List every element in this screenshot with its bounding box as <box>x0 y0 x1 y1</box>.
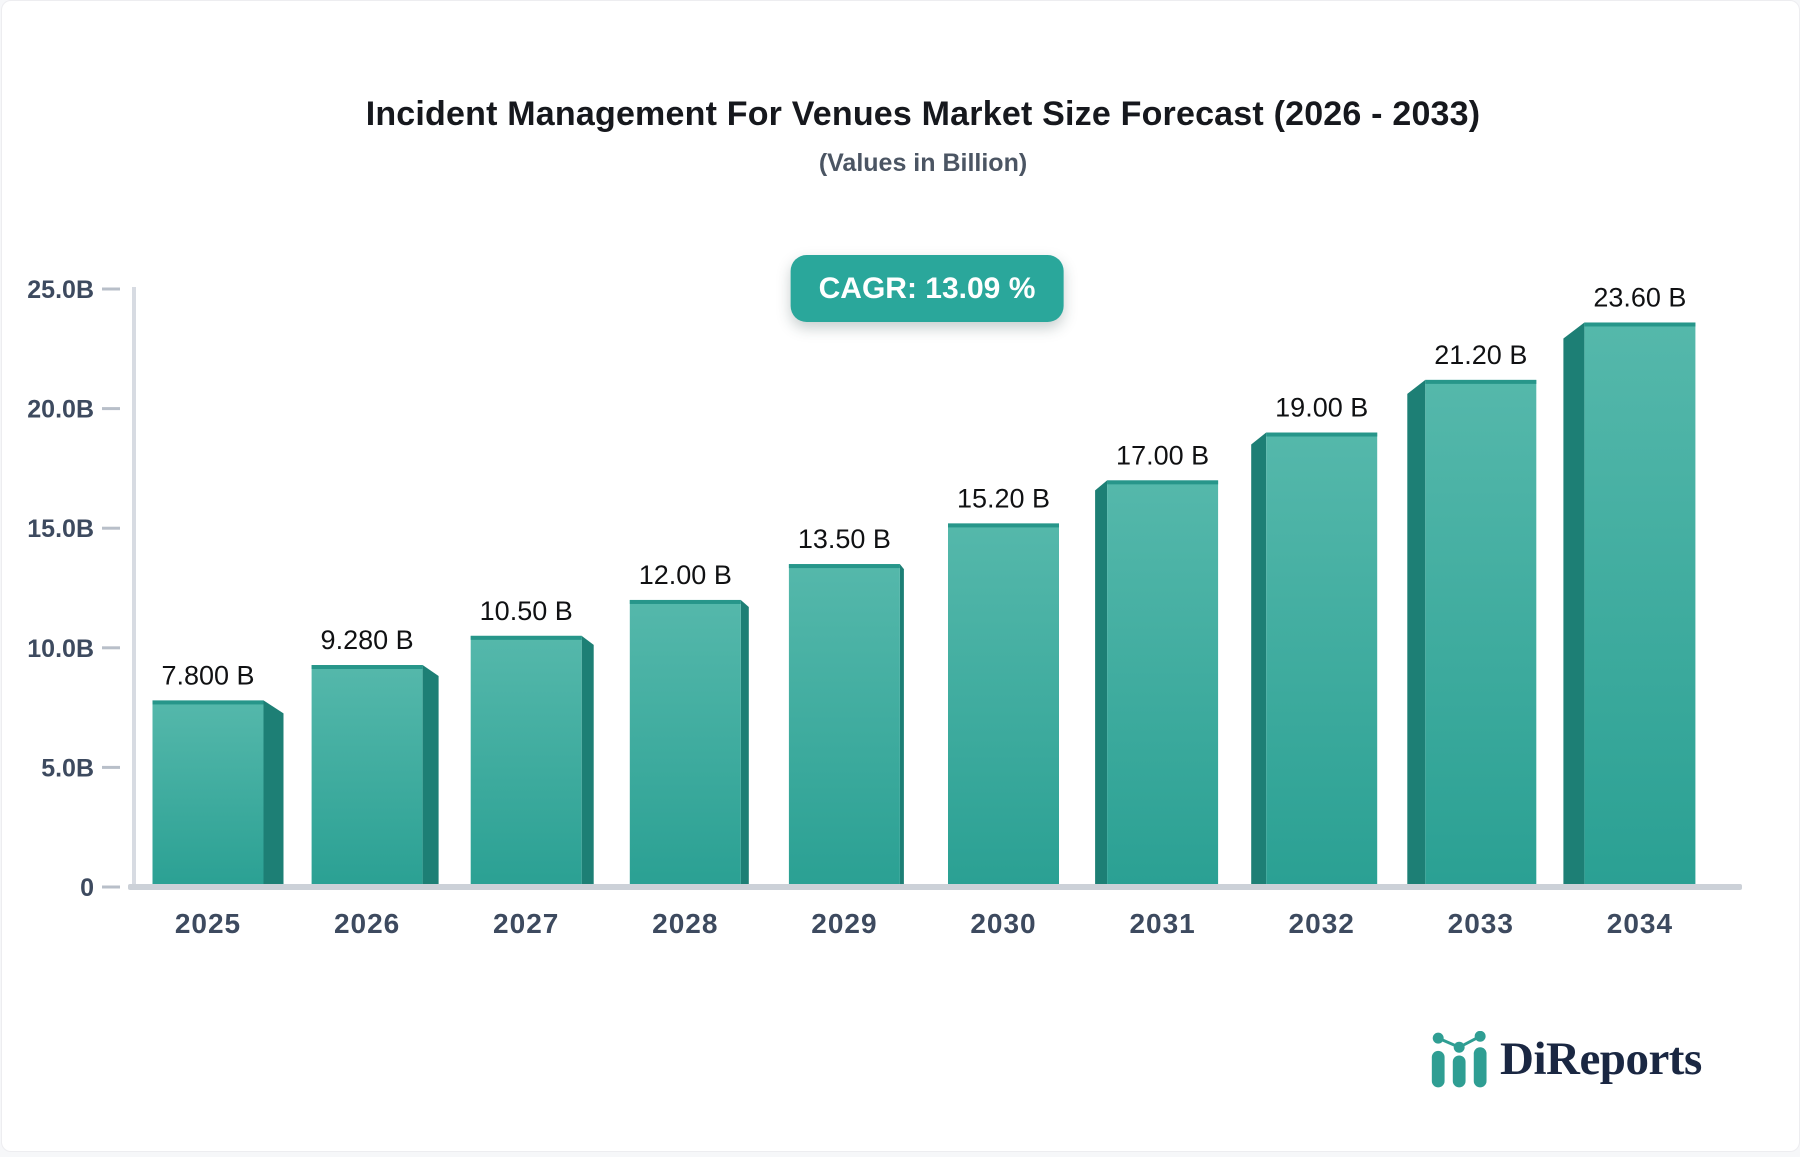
direports-logo: DiReports <box>1430 1029 1702 1089</box>
bar-top-edge <box>629 599 741 604</box>
y-axis-label: 15.0B <box>27 515 94 543</box>
bar-value-label: 13.50 B <box>798 524 891 554</box>
bar-group: 10.50 B 2027 <box>470 596 594 939</box>
x-axis-label: 2034 <box>1607 908 1673 939</box>
x-axis-label: 2025 <box>175 908 241 939</box>
x-axis-label: 2029 <box>811 908 877 939</box>
bar-2026[interactable] <box>311 665 423 889</box>
bar-value-label: 15.20 B <box>957 483 1050 513</box>
y-axis-tick <box>102 526 120 530</box>
bar-top-edge <box>470 635 582 640</box>
bar-group: 9.280 B 2026 <box>311 625 439 939</box>
bar-2029[interactable] <box>788 564 900 889</box>
bar-group: 21.20 B 2033 <box>1407 340 1537 939</box>
y-axis-tick <box>102 407 120 411</box>
bar-side-face <box>740 599 749 889</box>
cagr-badge: CAGR: 13.09 % <box>790 255 1064 322</box>
bar-side-face <box>1563 322 1585 889</box>
bar-value-label: 10.50 B <box>480 596 573 626</box>
bar-side-face <box>899 564 904 889</box>
bar-2031[interactable] <box>1107 480 1219 889</box>
x-axis-label: 2030 <box>970 908 1036 939</box>
x-axis-label: 2032 <box>1289 908 1355 939</box>
bar-top-edge <box>311 665 423 670</box>
bar-top-edge <box>788 564 900 569</box>
y-axis-line <box>132 287 136 887</box>
y-axis-tick <box>102 287 120 291</box>
y-axis-label: 0 <box>80 874 94 902</box>
bar-side-face <box>1095 480 1108 889</box>
bar-2030[interactable] <box>948 523 1059 889</box>
bar-side-face <box>581 635 594 889</box>
mini-bar-line-chart-icon <box>1431 1031 1487 1088</box>
bar-top-edge <box>1584 322 1696 327</box>
bar-2034[interactable] <box>1584 322 1696 889</box>
bar-group: 7.800 B 2025 <box>152 660 284 939</box>
bar-group: 15.20 B 2030 <box>948 483 1059 939</box>
bar-value-label: 12.00 B <box>639 560 732 590</box>
chart-subtitle: (Values in Billion) <box>818 149 1028 177</box>
bar-value-label: 17.00 B <box>1116 440 1209 470</box>
bar-side-face <box>263 700 284 889</box>
x-axis-label: 2027 <box>493 908 559 939</box>
y-axis-tick <box>102 646 120 650</box>
bar-value-label: 7.800 B <box>161 660 254 690</box>
bar-value-label: 23.60 B <box>1593 282 1686 312</box>
bar-value-label: 9.280 B <box>321 625 414 655</box>
y-axis-tick <box>102 885 120 889</box>
bar-2028[interactable] <box>629 599 741 889</box>
bar-2025[interactable] <box>152 700 264 889</box>
x-axis-label: 2026 <box>334 908 400 939</box>
bar-group: 13.50 B 2029 <box>788 524 904 939</box>
bar-top-edge <box>1266 432 1378 437</box>
x-axis-baseline <box>128 884 1742 890</box>
bar-group: 12.00 B 2028 <box>629 560 749 939</box>
y-axis-label: 10.0B <box>27 635 94 663</box>
bar-2032[interactable] <box>1266 432 1378 889</box>
y-axis-tick <box>102 765 120 769</box>
bar-value-label: 21.20 B <box>1434 340 1527 370</box>
y-axis-label: 25.0B <box>27 276 94 304</box>
bar-group: 23.60 B 2034 <box>1563 282 1696 939</box>
bar-side-face <box>1407 379 1426 889</box>
bar-value-label: 19.00 B <box>1275 393 1368 423</box>
bar-top-edge <box>1425 379 1537 384</box>
x-axis-label: 2028 <box>652 908 718 939</box>
bar-top-edge <box>948 523 1059 528</box>
bar-2033[interactable] <box>1425 379 1537 889</box>
x-axis-label: 2031 <box>1129 908 1195 939</box>
bar-top-edge <box>1107 480 1219 485</box>
logo-text: DiReports <box>1500 1033 1702 1085</box>
y-axis-label: 20.0B <box>27 396 94 424</box>
bar-2027[interactable] <box>470 635 582 889</box>
bar-group: 19.00 B 2032 <box>1251 393 1378 939</box>
bar-group: 17.00 B 2031 <box>1095 440 1219 939</box>
bar-side-face <box>1251 432 1267 889</box>
y-axis-label: 5.0B <box>41 754 94 782</box>
bar-top-edge <box>152 700 264 705</box>
chart-title: Incident Management For Venues Market Si… <box>365 95 1481 133</box>
bar-side-face <box>422 665 439 889</box>
x-axis-label: 2033 <box>1448 908 1514 939</box>
